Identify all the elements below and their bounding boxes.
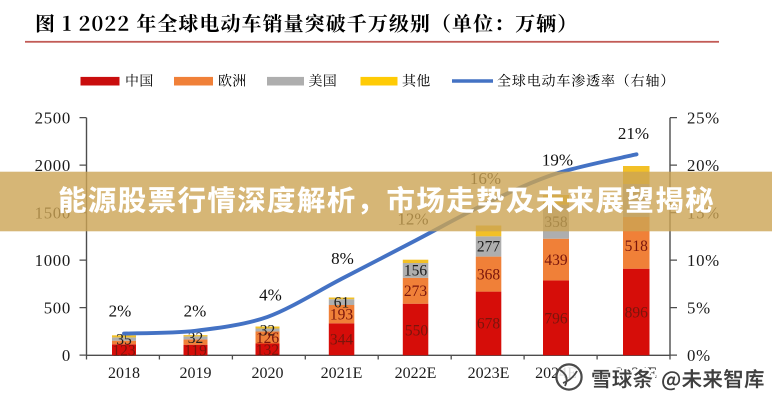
svg-text:2023E: 2023E [468,365,510,382]
svg-text:61: 61 [334,294,350,311]
svg-text:2500: 2500 [35,109,71,128]
svg-text:8%: 8% [331,249,354,268]
svg-text:0: 0 [62,346,71,365]
svg-text:2022E: 2022E [395,365,437,382]
svg-text:32: 32 [188,330,204,347]
svg-text:796: 796 [544,311,568,328]
svg-text:119: 119 [184,343,207,360]
svg-text:35: 35 [116,331,132,348]
svg-text:132: 132 [256,342,279,359]
svg-text:896: 896 [625,304,649,321]
svg-text:21%: 21% [618,124,649,143]
svg-text:4%: 4% [259,286,282,305]
svg-text:2018: 2018 [108,365,140,382]
svg-text:550: 550 [405,322,429,339]
svg-text:32: 32 [260,322,276,339]
svg-text:277: 277 [477,239,501,256]
svg-text:1000: 1000 [35,251,71,270]
svg-text:2019: 2019 [180,365,212,382]
svg-text:368: 368 [477,266,501,283]
svg-text:25%: 25% [687,109,720,128]
svg-text:678: 678 [477,316,501,333]
svg-text:518: 518 [625,238,649,255]
svg-text:2021E: 2021E [321,365,363,382]
svg-text:2020: 2020 [252,365,284,382]
svg-text:156: 156 [404,263,428,280]
svg-text:193: 193 [330,306,354,323]
svg-text:439: 439 [544,252,568,269]
svg-text:273: 273 [404,283,428,300]
svg-text:123: 123 [112,343,136,360]
svg-text:19%: 19% [542,151,573,170]
svg-text:2000: 2000 [35,156,71,175]
svg-text:20%: 20% [687,156,720,175]
svg-text:126: 126 [256,330,280,347]
svg-text:10%: 10% [687,251,720,270]
svg-text:2%: 2% [184,302,207,321]
svg-text:5%: 5% [687,299,711,318]
svg-text:344: 344 [330,332,354,349]
svg-text:500: 500 [44,299,71,318]
svg-text:0%: 0% [687,346,711,365]
svg-text:2%: 2% [109,302,132,321]
